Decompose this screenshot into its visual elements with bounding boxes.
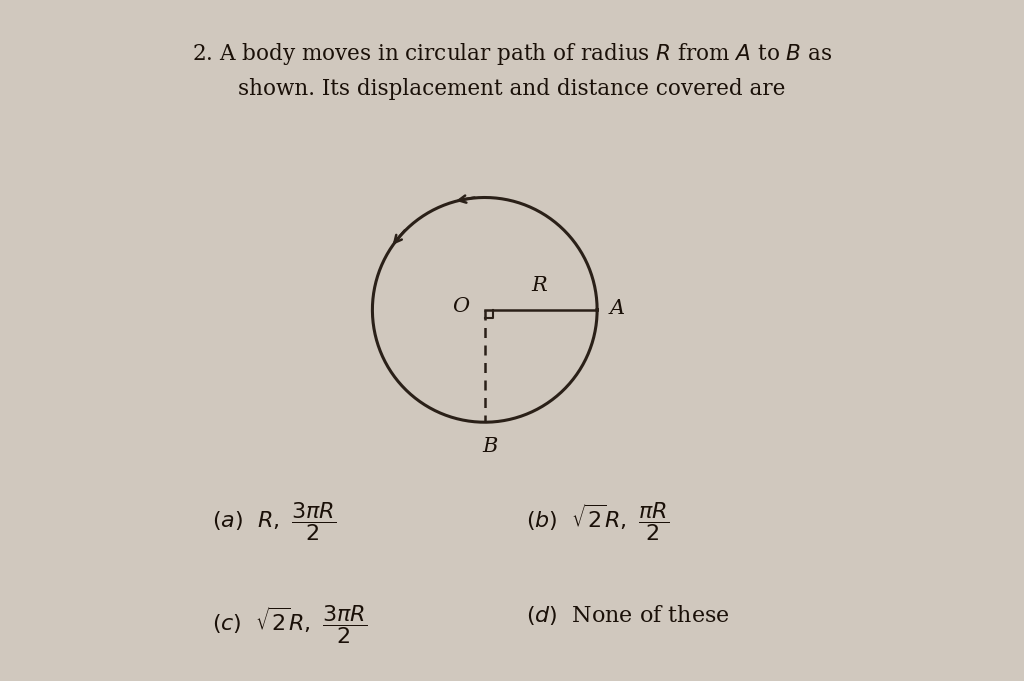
- Text: O: O: [453, 297, 470, 316]
- Text: 2. A body moves in circular path of radius $R$ from $A$ to $B$ as: 2. A body moves in circular path of radi…: [191, 41, 833, 67]
- Text: $(c)$  $\sqrt{2}R,\ \dfrac{3\pi R}{2}$: $(c)$ $\sqrt{2}R,\ \dfrac{3\pi R}{2}$: [212, 603, 368, 646]
- Text: $(b)$  $\sqrt{2}R,\ \dfrac{\pi R}{2}$: $(b)$ $\sqrt{2}R,\ \dfrac{\pi R}{2}$: [525, 501, 669, 543]
- Text: shown. Its displacement and distance covered are: shown. Its displacement and distance cov…: [239, 78, 785, 100]
- Text: R: R: [530, 276, 547, 295]
- Text: B: B: [482, 437, 498, 456]
- Text: A: A: [609, 299, 625, 318]
- Text: $(a)$  $R,\ \dfrac{3\pi R}{2}$: $(a)$ $R,\ \dfrac{3\pi R}{2}$: [212, 501, 337, 543]
- Text: $(d)$  None of these: $(d)$ None of these: [525, 603, 729, 627]
